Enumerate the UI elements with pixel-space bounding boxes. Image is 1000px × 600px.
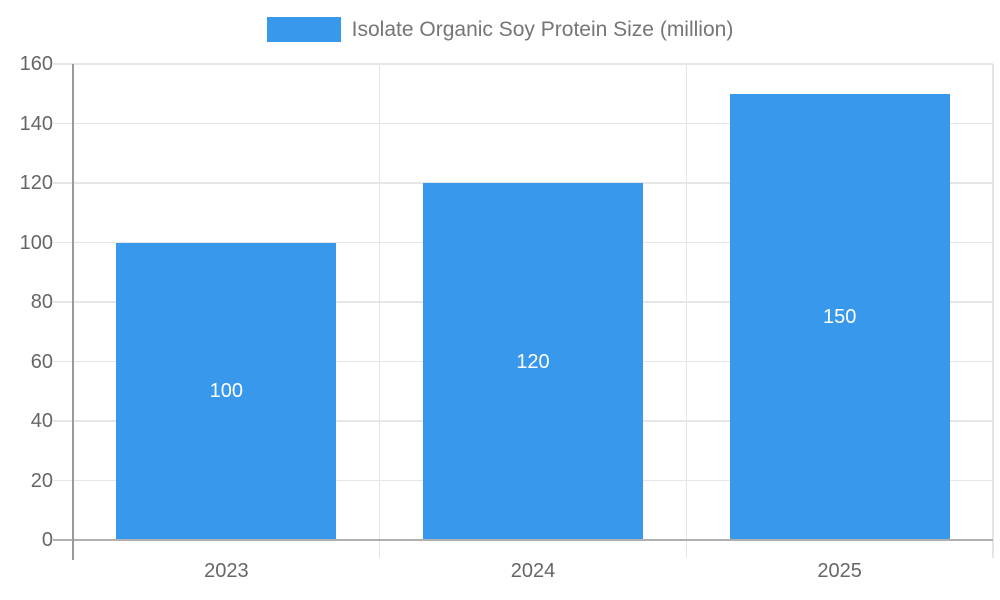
bar-value-label: 150	[822, 305, 857, 328]
y-axis-line	[72, 64, 74, 560]
legend: Isolate Organic Soy Protein Size (millio…	[0, 17, 1000, 42]
gridline-y	[53, 63, 993, 65]
y-tick-label: 20	[30, 469, 53, 492]
legend-swatch	[266, 17, 341, 42]
y-tick-label: 160	[19, 53, 53, 75]
x-tick-label: 2024	[510, 560, 556, 582]
y-tick-label: 40	[30, 410, 53, 432]
bar: 120	[423, 183, 643, 540]
gridline-x	[378, 64, 381, 558]
bar-value-label: 100	[209, 380, 244, 403]
y-tick-label: 140	[19, 112, 53, 135]
plot-area: 100 120 150	[53, 63, 994, 560]
y-tick-label: 100	[19, 231, 53, 254]
legend-label: Isolate Organic Soy Protein Size (millio…	[351, 18, 734, 41]
gridline-y	[53, 122, 993, 125]
gridline-y	[53, 538, 993, 542]
gridline-x	[685, 64, 688, 558]
gridline-x	[992, 64, 994, 558]
y-tick-label: 120	[19, 172, 53, 194]
bar: 100	[116, 242, 337, 540]
x-tick-label: 2025	[817, 560, 862, 582]
bar: 150	[729, 93, 950, 540]
y-tick-label: 80	[30, 291, 53, 313]
x-tick-label: 2023	[204, 560, 249, 582]
y-tick-label: 60	[30, 350, 53, 373]
bar-value-label: 120	[516, 350, 550, 373]
y-tick-label: 0	[41, 529, 53, 551]
